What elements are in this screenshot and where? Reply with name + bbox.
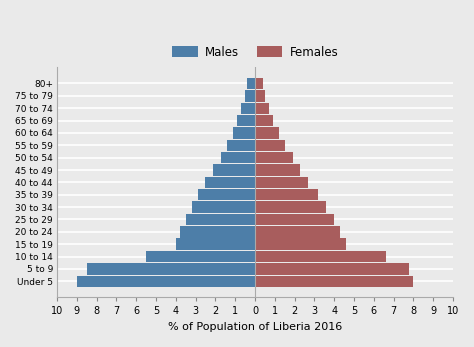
X-axis label: % of Population of Liberia 2016: % of Population of Liberia 2016 [168,322,342,332]
Bar [255,78,263,89]
Bar [87,263,255,274]
Bar [237,115,255,126]
Bar [255,139,285,151]
Bar [255,115,273,126]
Bar [255,251,385,262]
Bar [191,201,255,213]
Bar [247,78,255,89]
Bar [255,189,319,201]
Bar [213,164,255,176]
Bar [146,251,255,262]
Bar [255,127,279,138]
Bar [255,226,340,237]
Bar [255,152,292,163]
Bar [255,177,309,188]
Bar [255,238,346,250]
Bar [245,90,255,102]
Bar [186,214,255,225]
Bar [198,189,255,201]
Bar [255,102,269,114]
Bar [255,164,301,176]
Bar [255,276,413,287]
Bar [176,238,255,250]
Bar [227,139,255,151]
Bar [255,90,265,102]
Bar [180,226,255,237]
Bar [255,201,326,213]
Bar [221,152,255,163]
Bar [255,214,334,225]
Legend: Males, Females: Males, Females [167,41,343,64]
Bar [206,177,255,188]
Bar [233,127,255,138]
Bar [241,102,255,114]
Bar [255,263,410,274]
Bar [77,276,255,287]
